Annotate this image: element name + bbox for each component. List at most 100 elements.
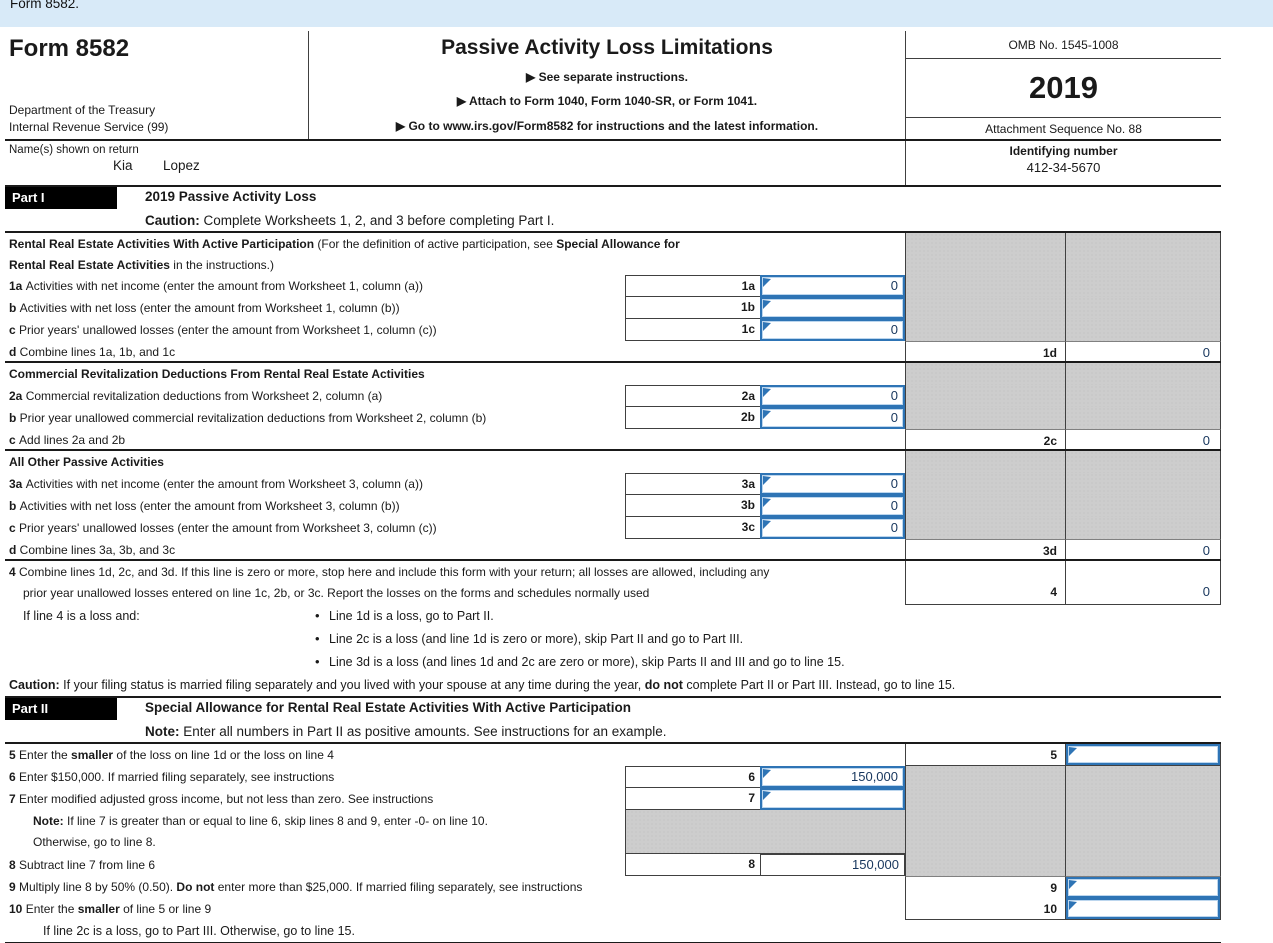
entry-marker-icon — [763, 791, 771, 800]
line-5-desc: 5 Enter the smaller of the loss on line … — [9, 748, 334, 762]
first-name-field[interactable]: Kia — [113, 158, 133, 173]
form-header: Form 8582 Department of the Treasury Int… — [5, 31, 1221, 141]
line-6-row: 6 Enter $150,000. If married filing sepa… — [5, 766, 1221, 788]
line-1d-row: d Combine lines 1a, 1b, and 1c 1d 0 — [5, 341, 1221, 363]
entry-marker-icon — [763, 769, 771, 778]
part2-note: Note: Enter all numbers in Part II as po… — [5, 720, 1221, 744]
section-all-other-passive-shaded-a — [905, 451, 1065, 473]
line-1b-entry-cell — [760, 297, 905, 319]
entry-marker-icon — [763, 322, 771, 331]
line-3b-shaded-a — [905, 495, 1065, 517]
form-header-left: Form 8582 Department of the Treasury Int… — [5, 31, 308, 139]
line-5-number: 5 — [905, 744, 1065, 766]
line4-branch-lead: If line 4 is a loss and: — [23, 609, 140, 623]
line-8-entry-cell: 150,000 — [760, 854, 905, 876]
line-5-input[interactable] — [1066, 744, 1220, 765]
line-1c-shaded-b — [1065, 319, 1221, 341]
line-3a-input[interactable]: 0 — [760, 473, 905, 495]
form-number: Form 8582 — [9, 35, 130, 62]
line-2a-value: 0 — [890, 388, 898, 403]
line-7-note-shaded — [625, 810, 905, 854]
line-2a-number: 2a — [625, 385, 760, 407]
line-9-desc: 9 Multiply line 8 by 50% (0.50). Do not … — [9, 880, 583, 894]
line-1a-value: 0 — [890, 278, 898, 293]
line-2c-desc: c Add lines 2a and 2b — [9, 433, 126, 447]
line-3c-entry-cell: 0 — [760, 517, 905, 539]
line-8-number: 8 — [625, 854, 760, 876]
line-3a-shaded-b — [1065, 473, 1221, 495]
line-7-note-shaded-a — [905, 810, 1065, 854]
line-1c-row: c Prior years' unallowed losses (enter t… — [5, 319, 1221, 341]
line-10-goto-row: If line 2c is a loss, go to Part III. Ot… — [5, 920, 1221, 942]
line-2a-row: 2a Commercial revitalization deductions … — [5, 385, 1221, 407]
line-6-shaded-b — [1065, 766, 1221, 788]
line-5-entry-cell — [1065, 744, 1221, 766]
line-2c-row: c Add lines 2a and 2b 2c 0 — [5, 429, 1221, 451]
bullet-icon: • — [315, 654, 320, 669]
omb-number: OMB No. 1545-1008 — [906, 31, 1221, 59]
bullet-item: • Line 3d is a loss (and lines 1d and 2c … — [315, 651, 845, 674]
part1-rows: Rental Real Estate Activities With Activ… — [5, 233, 1221, 698]
last-name-field[interactable]: Lopez — [163, 158, 200, 173]
line-10-input[interactable] — [1066, 898, 1220, 919]
line-8-desc: 8 Subtract line 7 from line 6 — [9, 858, 156, 872]
scrolled-text-band: Form 8582. — [0, 0, 1273, 27]
identifying-number-value[interactable]: 412-34-5670 — [1026, 160, 1101, 175]
line4-branch-lead — [5, 628, 315, 651]
line-1a-input[interactable]: 0 — [760, 275, 905, 297]
line-3d-desc: d Combine lines 3a, 3b, and 3c — [9, 543, 176, 557]
line-2a-desc: 2a Commercial revitalization deductions … — [9, 389, 383, 403]
section-commercial-revitalization-shaded-b — [1065, 363, 1221, 385]
line-7-input[interactable] — [760, 788, 905, 810]
line-9-input[interactable] — [1066, 877, 1220, 898]
entry-marker-icon — [763, 300, 771, 309]
section-commercial-revitalization-row: Commercial Revitalization Deductions Fro… — [5, 363, 1221, 385]
line-1c-input[interactable]: 0 — [760, 319, 905, 341]
part1-header: Part I 2019 Passive Activity Loss Cautio… — [5, 187, 1221, 233]
scrolled-form-label: Form 8582. — [10, 0, 80, 11]
line-10-goto-text: If line 2c is a loss, go to Part III. Ot… — [43, 924, 355, 938]
attach-line: ▶ Attach to Form 1040, Form 1040-SR, or … — [456, 94, 758, 109]
entry-marker-icon — [1069, 747, 1077, 756]
form-header-right: OMB No. 1545-1008 2019 Attachment Sequen… — [905, 31, 1221, 139]
part2-rows: 5 Enter the smaller of the loss on line … — [5, 744, 1221, 942]
line-2b-desc: b Prior year unallowed commercial revita… — [9, 411, 487, 425]
part1-caution-mfs-text: Caution: If your filing status is marrie… — [9, 678, 956, 692]
line-7-note-desc: Note: If line 7 is greater than or equal… — [33, 814, 488, 849]
line-1a-number: 1a — [625, 275, 760, 297]
line-6-desc: 6 Enter $150,000. If married filing sepa… — [9, 770, 335, 784]
line-3c-desc: c Prior years' unallowed losses (enter t… — [9, 521, 437, 535]
line-3d-row: d Combine lines 3a, 3b, and 3c 3d 0 — [5, 539, 1221, 561]
line-3c-input[interactable]: 0 — [760, 517, 905, 539]
line-3b-input[interactable]: 0 — [760, 495, 905, 517]
line-2a-shaded-b — [1065, 385, 1221, 407]
line-7-note-shaded-b — [1065, 810, 1221, 854]
line-7-desc: 7 Enter modified adjusted gross income, … — [9, 792, 434, 806]
line-2b-input[interactable]: 0 — [760, 407, 905, 429]
line4-branch-1-row: If line 4 is a loss and: • Line 1d is a lo… — [5, 605, 1221, 628]
line-1b-shaded-a — [905, 297, 1065, 319]
line-8-row: 8 Subtract line 7 from line 6 8 150,000 — [5, 854, 1221, 876]
line-3b-number: 3b — [625, 495, 760, 517]
line-3a-value: 0 — [890, 476, 898, 491]
line-5-row: 5 Enter the smaller of the loss on line … — [5, 744, 1221, 766]
line-2a-input[interactable]: 0 — [760, 385, 905, 407]
line-1b-input[interactable] — [760, 297, 905, 319]
line-3a-number: 3a — [625, 473, 760, 495]
goto-url-line: ▶ Go to www.irs.gov/Form8582 for instruc… — [395, 118, 819, 133]
line-6-input[interactable]: 150,000 — [760, 766, 905, 788]
line-3a-desc: 3a Activities with net income (enter the… — [9, 477, 423, 491]
line-1b-desc: b Activities with net loss (enter the am… — [9, 301, 400, 315]
line-8-shaded-b — [1065, 854, 1221, 876]
line-4-desc: 4 Combine lines 1d, 2c, and 3d. If this … — [9, 565, 770, 600]
line-1a-row: 1a Activities with net income (enter the… — [5, 275, 1221, 297]
part2-title: Special Allowance for Rental Real Estate… — [145, 700, 632, 715]
line-7-entry-cell — [760, 788, 905, 810]
line-1a-entry-cell: 0 — [760, 275, 905, 297]
line-3b-shaded-b — [1065, 495, 1221, 517]
line-3d-number: 3d — [905, 539, 1065, 559]
name-label: Name(s) shown on return — [9, 144, 139, 156]
line-3b-entry-cell: 0 — [760, 495, 905, 517]
line-10-number: 10 — [905, 898, 1065, 920]
line-1a-shaded-a — [905, 275, 1065, 297]
